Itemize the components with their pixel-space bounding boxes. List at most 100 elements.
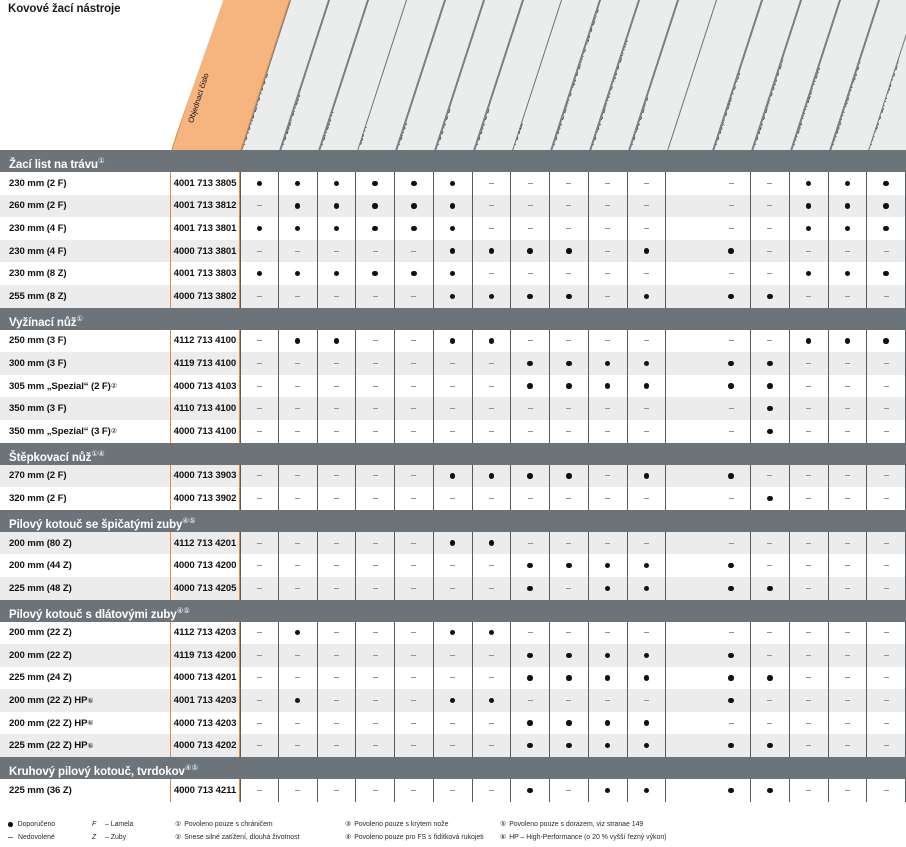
mark-cell-c1 — [240, 352, 279, 375]
section-header: Kruhový pilový kotouč, tvrdokov④⑤ — [0, 757, 906, 780]
not-allowed-dash-icon — [806, 632, 812, 634]
mark-cell-c13 — [751, 352, 790, 375]
mark-cell-c1 — [240, 644, 279, 667]
table-row[interactable]: 225 mm (24 Z) 4000 713 4201 — [0, 666, 906, 690]
mark-cell-c12 — [712, 711, 751, 735]
table-row[interactable]: 270 mm (2 F) 4000 713 3903 — [0, 464, 906, 488]
recommended-dot-icon — [449, 540, 456, 546]
not-allowed-dash-icon — [372, 497, 378, 499]
row-label-text: 230 mm (2 F) — [9, 177, 67, 189]
recommended-dot-icon — [767, 495, 773, 502]
recommended-dot-icon — [643, 562, 650, 569]
table-row[interactable]: 305 mm „Spezial“ (2 F) ② 4000 713 4103 — [0, 374, 906, 398]
mark-cell-c6 — [434, 194, 473, 218]
legend-text: Nedovolené — [18, 834, 55, 841]
table-row[interactable]: 200 mm (80 Z) 4112 713 4201 — [0, 531, 906, 555]
mark-cell-c5 — [395, 554, 434, 577]
not-allowed-dash-icon — [844, 677, 850, 679]
mark-cell-c4 — [356, 329, 395, 353]
not-allowed-dash-icon — [411, 722, 417, 724]
mark-cell-c9 — [550, 689, 589, 712]
not-allowed-dash-icon — [806, 745, 812, 747]
not-allowed-dash-icon — [527, 182, 533, 184]
article-number: 4000 713 3801 — [170, 239, 240, 263]
not-allowed-dash-icon — [527, 227, 533, 229]
mark-cell-c11 — [628, 284, 667, 308]
not-allowed-dash-icon — [566, 227, 572, 229]
not-allowed-dash-icon — [372, 362, 378, 364]
mark-cell-c8 — [511, 397, 550, 420]
not-allowed-dash-icon — [295, 362, 301, 364]
table-row[interactable]: 200 mm (22 Z) 4119 713 4200 — [0, 644, 906, 667]
table-row[interactable]: 300 mm (3 F) 4119 713 4100 — [0, 352, 906, 375]
mark-cell-c3 — [318, 284, 357, 308]
table-row[interactable]: 320 mm (2 F) 4000 713 3902 — [0, 487, 906, 510]
table-row[interactable]: 350 mm (3 F) 4110 713 4100 — [0, 397, 906, 420]
mark-cell-c2 — [279, 194, 318, 218]
table-row[interactable]: 230 mm (4 F) 4000 713 3801 — [0, 239, 906, 263]
mark-cell-c10 — [589, 554, 628, 577]
table-row[interactable]: 250 mm (3 F) 4112 713 4100 — [0, 329, 906, 353]
recommended-dot-icon — [883, 270, 889, 277]
table-row[interactable]: 200 mm (22 Z) HP ⑥ 4001 713 4203 — [0, 689, 906, 712]
not-allowed-dash-icon — [450, 722, 456, 724]
table-row[interactable]: 255 mm (8 Z) 4000 713 3802 — [0, 284, 906, 308]
not-allowed-dash-icon — [643, 182, 649, 184]
recommended-dot-icon — [728, 652, 734, 659]
legend-text: Povoleno pouze pro FS s řidítková rukoje… — [354, 834, 484, 841]
recommended-dot-icon — [449, 270, 456, 277]
table-row[interactable]: 225 mm (48 Z) 4000 713 4205 — [0, 576, 906, 600]
mark-cell-c14 — [790, 487, 829, 510]
mark-cell-c14 — [790, 576, 829, 600]
table-row[interactable]: 200 mm (22 Z) HP ⑥ 4000 713 4203 — [0, 711, 906, 735]
table-row[interactable]: 230 mm (8 Z) 4001 713 3803 — [0, 262, 906, 285]
article-number: 4000 713 4100 — [170, 419, 240, 443]
mark-cell-c7 — [473, 531, 512, 555]
table-row[interactable]: 230 mm (4 F) 4001 713 3801 — [0, 217, 906, 240]
not-allowed-dash-icon — [844, 362, 850, 364]
not-allowed-dash-icon — [767, 475, 773, 477]
not-allowed-dash-icon — [605, 408, 611, 410]
mark-cell-c1 — [240, 734, 279, 758]
mark-cell-c11 — [628, 487, 667, 510]
mark-cell-c11 — [628, 464, 667, 488]
recommended-dot-icon — [604, 360, 611, 367]
row-label-text: 270 mm (2 F) — [9, 470, 67, 482]
table-row[interactable]: 225 mm (22 Z) HP ⑥ 4000 713 4202 — [0, 734, 906, 758]
table-row[interactable]: 350 mm „Spezial“ (3 F) ② 4000 713 4100 — [0, 419, 906, 443]
not-allowed-dash-icon — [767, 632, 773, 634]
mark-cell-c16 — [867, 374, 906, 398]
table-row[interactable]: 230 mm (2 F) 4001 713 3805 — [0, 172, 906, 195]
mark-cell-c5 — [395, 779, 434, 802]
mark-cell-c2 — [279, 352, 318, 375]
not-allowed-dash-icon — [605, 632, 611, 634]
mark-cell-c6 — [434, 352, 473, 375]
mark-cell-c6 — [434, 666, 473, 690]
mark-cell-c3 — [318, 621, 357, 645]
row-label: 200 mm (80 Z) — [0, 532, 170, 555]
recommended-dot-icon — [883, 203, 889, 209]
recommended-dot-icon — [411, 180, 417, 186]
not-allowed-dash-icon — [728, 408, 734, 410]
mark-cell-c2 — [279, 576, 318, 600]
not-allowed-dash-icon — [767, 340, 773, 342]
table-row[interactable]: 260 mm (2 F) 4001 713 3812 — [0, 194, 906, 218]
not-allowed-dash-icon — [411, 565, 417, 567]
table-row[interactable]: 200 mm (44 Z) 4000 713 4200 — [0, 554, 906, 577]
not-allowed-dash-icon — [527, 700, 533, 702]
table-row[interactable]: 225 mm (36 Z) 4000 713 4211 — [0, 779, 906, 802]
section-header-footnote: ④⑤ — [176, 605, 190, 615]
not-allowed-dash-icon — [643, 497, 649, 499]
mark-cell-c1 — [240, 217, 279, 240]
not-allowed-dash-icon — [411, 789, 417, 791]
table-row[interactable]: 200 mm (22 Z) 4112 713 4203 — [0, 621, 906, 645]
mark-cell-c10 — [589, 239, 628, 263]
not-allowed-dash-icon — [883, 362, 889, 364]
mark-cell-c2 — [279, 554, 318, 577]
mark-cell-c9 — [550, 239, 589, 263]
not-allowed-dash-icon — [527, 205, 533, 207]
mark-cell-c7 — [473, 194, 512, 218]
mark-cell-c16 — [867, 554, 906, 577]
mark-cell-c8 — [511, 194, 550, 218]
not-allowed-dash-icon — [728, 227, 734, 229]
